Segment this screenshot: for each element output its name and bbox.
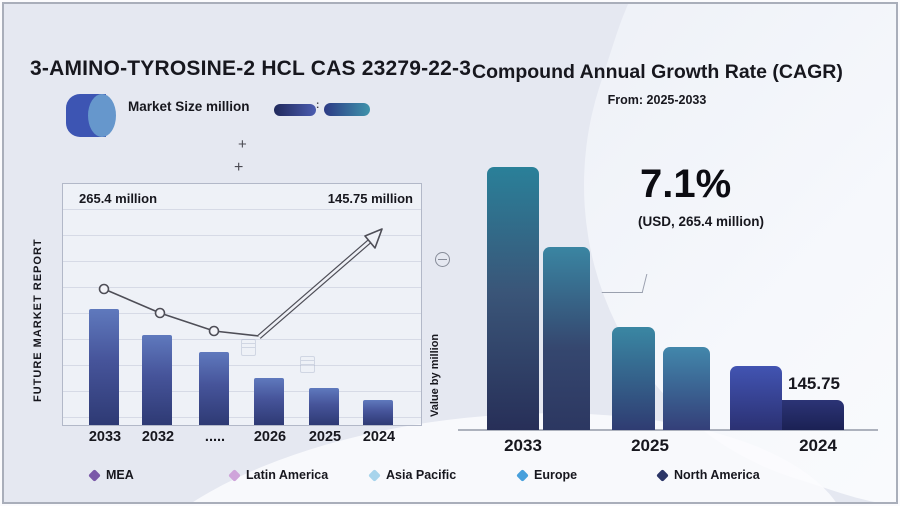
legend-diamond-icon	[368, 468, 381, 482]
x-tick-label: 2032	[141, 429, 175, 445]
legend-label: Asia Pacific	[386, 468, 457, 482]
grouped-bar-2024-b	[782, 400, 844, 430]
legend-item-latin-america: Latin America	[228, 467, 329, 483]
legend-diamond-icon	[228, 468, 241, 482]
bar-2033	[89, 309, 119, 425]
cagr-usd-detail: (USD, 265.4 million)	[638, 214, 765, 229]
cagr-subtitle: From: 2025-2033	[607, 93, 707, 107]
right-chart-baseline	[458, 429, 878, 431]
database-icon	[66, 94, 116, 137]
grouped-bar-2025-a	[612, 327, 655, 430]
right-chart-bars	[2, 2, 898, 430]
ratio-separator: :	[316, 100, 320, 111]
bar-dots	[199, 352, 229, 425]
grouped-bar-2033-a	[487, 167, 539, 430]
legend-item-asia-pacific: Asia Pacific	[368, 467, 457, 483]
bar-2032	[142, 335, 172, 425]
legend-label: North America	[674, 468, 760, 482]
trend-line-and-arrow	[98, 228, 383, 339]
legend-diamond-icon	[88, 468, 101, 482]
legend-item-europe: Europe	[516, 467, 578, 483]
database-icon-cap	[88, 94, 116, 137]
x-tick-label: 2033	[504, 436, 542, 455]
bar-2025	[309, 388, 339, 425]
grouped-bar-2024-a	[730, 366, 782, 430]
legend-item-mea: MEA	[88, 467, 134, 483]
document-watermark-icon	[241, 339, 256, 356]
grouped-bar-2025-b	[663, 347, 710, 430]
left-chart-plot-area: 265.4 million 145.75 million	[63, 184, 421, 425]
x-tick-label: 2025	[631, 436, 669, 455]
minus-circle-icon	[435, 252, 450, 267]
left-chart-end-value: 145.75 million	[327, 191, 413, 206]
bar-2026	[254, 378, 284, 425]
plus-decoration-icon: +	[238, 136, 247, 153]
x-tick-label: 2025	[308, 429, 342, 445]
ratio-pill-right	[324, 103, 370, 116]
page-title: 3-AMINO-TYROSINE-2 HCL CAS 23279-22-3	[30, 57, 472, 80]
right-chart-value-annotation: 145.75	[788, 374, 840, 393]
document-watermark-icon	[300, 356, 315, 373]
legend-item-north-america: North America	[656, 467, 760, 483]
plus-decoration-icon: +	[234, 159, 244, 176]
x-tick-label: 2026	[253, 429, 287, 445]
legend-label: Latin America	[246, 468, 329, 482]
grouped-bar-2033-b	[543, 247, 590, 430]
legend-diamond-icon	[656, 468, 669, 482]
legend-diamond-icon	[516, 468, 529, 482]
x-tick-label: .....	[204, 429, 226, 445]
legend-label: MEA	[106, 468, 134, 482]
market-size-label: Market Size million	[128, 99, 250, 114]
left-chart-start-value: 265.4 million	[79, 191, 158, 206]
x-tick-label: 2033	[88, 429, 122, 445]
legend-label: Europe	[534, 468, 578, 482]
ratio-pill-left	[274, 104, 316, 116]
x-tick-label: 2024	[362, 429, 396, 445]
bar-2024	[363, 400, 393, 425]
cagr-title: Compound Annual Growth Rate (CAGR)	[472, 61, 843, 83]
x-tick-label: 2024	[799, 436, 837, 455]
left-chart-panel: 265.4 million 145.75 million	[62, 183, 422, 426]
left-chart-x-axis: 2033 2032 ..... 2026 2025 2024	[62, 429, 422, 447]
cagr-percentage: 7.1%	[640, 162, 732, 206]
